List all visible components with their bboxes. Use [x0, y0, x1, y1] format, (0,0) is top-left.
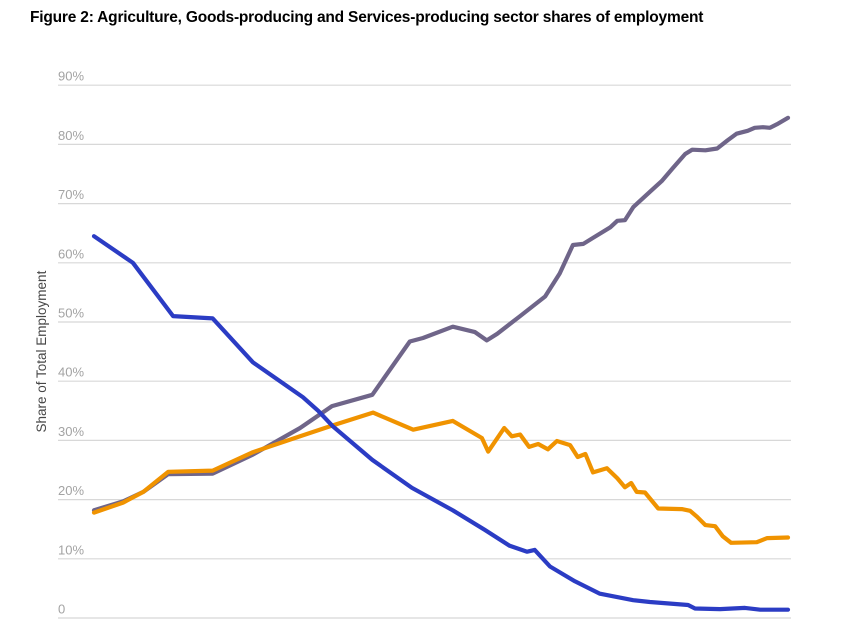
y-tick-label-20: 20% — [58, 483, 84, 498]
y-tick-label-90: 90% — [58, 69, 84, 84]
y-tick-label-40: 40% — [58, 365, 84, 380]
y-tick-label-50: 50% — [58, 306, 84, 321]
figure-title: Figure 2: Agriculture, Goods-producing a… — [30, 9, 704, 26]
agriculture-line — [91, 234, 791, 612]
y-tick-label-70: 70% — [58, 187, 84, 202]
y-tick-label-80: 80% — [58, 128, 84, 143]
y-tick-label-30: 30% — [58, 424, 84, 439]
y-tick-label-60: 60% — [58, 246, 84, 261]
y-axis-title: Share of Total Employment — [34, 270, 49, 432]
services-line — [91, 115, 791, 513]
y-tick-label-10: 10% — [58, 542, 84, 557]
y-tick-label-0: 0 — [58, 602, 65, 617]
goods-line — [91, 410, 791, 545]
